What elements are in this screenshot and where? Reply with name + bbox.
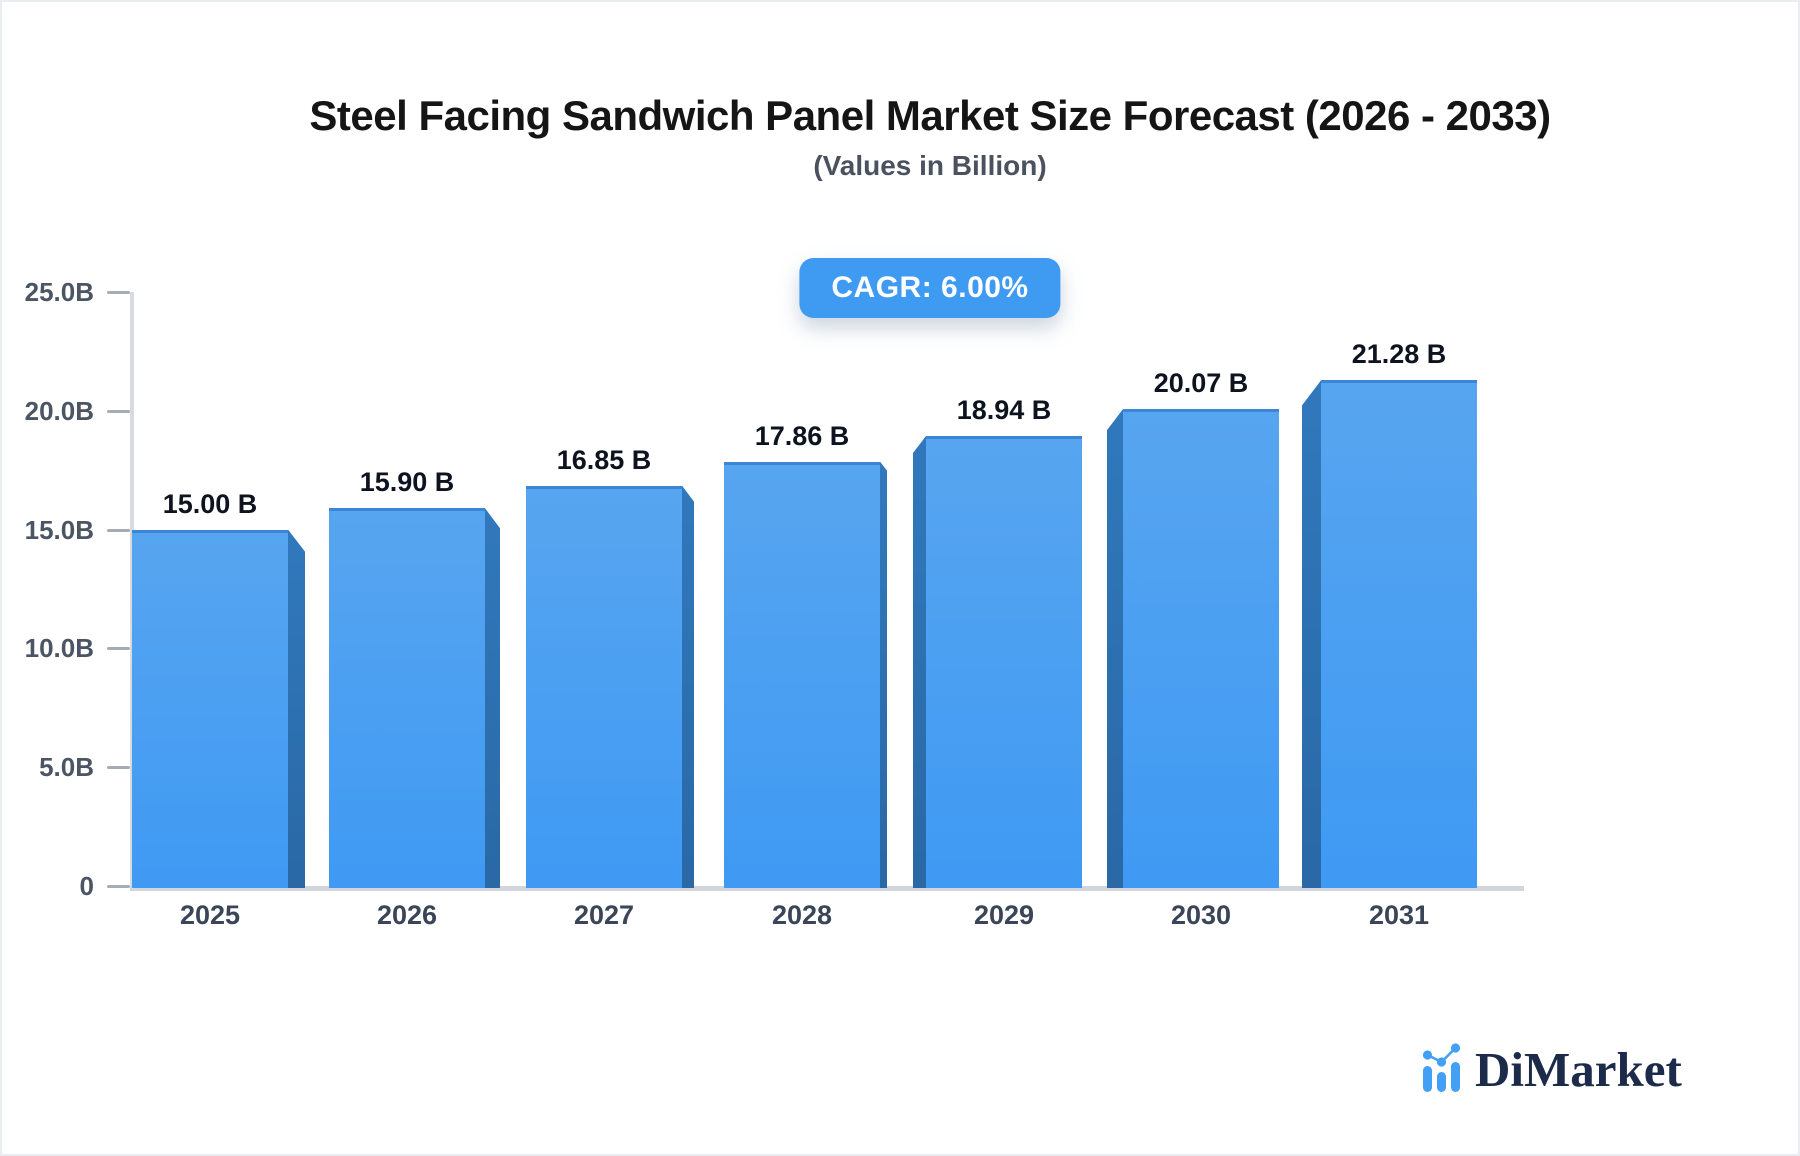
x-tick-label-2028: 2028 bbox=[771, 900, 833, 930]
bar-side-face-2027 bbox=[682, 485, 694, 888]
bar-2027[interactable] bbox=[526, 485, 682, 888]
bar-side-face-2030 bbox=[1107, 409, 1123, 888]
y-tick-mark bbox=[107, 409, 130, 413]
x-axis-line bbox=[130, 886, 1524, 891]
bar-side-face-2026 bbox=[485, 508, 500, 888]
y-tick-label-25.0B: 25.0B bbox=[24, 277, 94, 307]
bar-side-face-2028 bbox=[880, 461, 887, 888]
y-tick-mark bbox=[107, 885, 130, 888]
bar-value-label-2029: 18.94 B bbox=[956, 394, 1052, 425]
x-tick-label-2026: 2026 bbox=[376, 900, 438, 930]
bar-value-label-2026: 15.90 B bbox=[359, 467, 455, 498]
y-tick-label-5.0B: 5.0B bbox=[39, 752, 94, 783]
bar-2028[interactable] bbox=[724, 461, 880, 888]
bar-2026[interactable] bbox=[329, 508, 485, 888]
cagr-badge: CAGR: 6.00% bbox=[799, 258, 1061, 318]
brand-name: DiMarket bbox=[1475, 1041, 1682, 1097]
bar-chart-trend-icon bbox=[1422, 1043, 1461, 1092]
bar-side-face-2029 bbox=[913, 435, 926, 888]
bar-value-label-2030: 20.07 B bbox=[1153, 368, 1249, 399]
x-tick-label-2031: 2031 bbox=[1368, 900, 1430, 930]
chart-subtitle: (Values in Billion) bbox=[813, 150, 1047, 181]
bar-value-label-2028: 17.86 B bbox=[754, 420, 850, 451]
bar-2030[interactable] bbox=[1123, 409, 1279, 888]
bar-value-label-2027: 16.85 B bbox=[556, 444, 652, 475]
x-tick-label-2030: 2030 bbox=[1170, 900, 1232, 930]
bar-value-label-2031: 21.28 B bbox=[1351, 339, 1447, 370]
x-tick-label-2025: 2025 bbox=[179, 900, 241, 930]
bar-value-label-2025: 15.00 B bbox=[162, 488, 258, 519]
bar-2025[interactable] bbox=[132, 529, 288, 888]
y-tick-mark bbox=[107, 766, 130, 770]
chart-title: Steel Facing Sandwich Panel Market Size … bbox=[309, 92, 1551, 139]
bar-side-face-2031 bbox=[1302, 380, 1321, 888]
y-tick-mark bbox=[107, 528, 130, 532]
y-tick-mark bbox=[107, 647, 130, 651]
y-tick-label-20.0B: 20.0B bbox=[24, 395, 94, 426]
y-tick-label-10.0B: 10.0B bbox=[24, 633, 94, 664]
y-tick-label-15.0B: 15.0B bbox=[24, 514, 94, 545]
y-tick-label-0: 0 bbox=[79, 871, 94, 901]
bar-2031[interactable] bbox=[1321, 380, 1477, 888]
brand-logo[interactable]: DiMarket bbox=[1422, 1041, 1682, 1097]
y-tick-mark bbox=[107, 291, 130, 294]
bar-side-face-2025 bbox=[288, 529, 305, 888]
x-tick-label-2027: 2027 bbox=[573, 900, 635, 930]
x-tick-label-2029: 2029 bbox=[973, 900, 1035, 930]
bar-2029[interactable] bbox=[926, 435, 1082, 888]
